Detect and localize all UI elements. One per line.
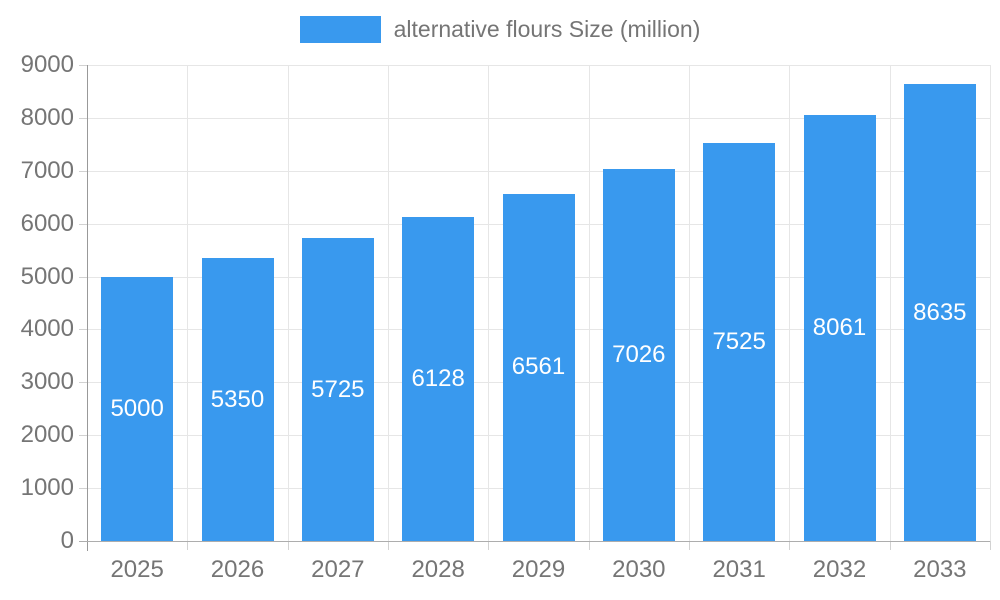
x-gridline bbox=[588, 65, 590, 541]
y-axis-line bbox=[87, 65, 88, 551]
bar-value-label: 7026 bbox=[612, 341, 666, 369]
bar: 6128 bbox=[402, 216, 475, 541]
bar: 8061 bbox=[803, 114, 876, 541]
x-tick bbox=[187, 541, 189, 550]
legend-swatch bbox=[299, 16, 381, 43]
bar: 7026 bbox=[602, 169, 675, 541]
bar-value-label: 6128 bbox=[411, 364, 465, 392]
y-tick bbox=[79, 117, 87, 119]
bar: 5000 bbox=[101, 276, 174, 541]
y-tick-label: 9000 bbox=[20, 50, 74, 78]
x-gridline bbox=[388, 65, 389, 541]
x-tick-label: 2025 bbox=[110, 556, 164, 583]
bar-value-label: 8061 bbox=[812, 313, 867, 341]
x-gridline bbox=[889, 65, 891, 541]
x-gridline bbox=[488, 65, 490, 541]
y-tick-label: 6000 bbox=[20, 209, 74, 237]
y-tick bbox=[79, 435, 87, 437]
legend-label: alternative flours Size (million) bbox=[393, 16, 701, 42]
y-gridline bbox=[87, 170, 990, 172]
legend-item[interactable]: alternative flours Size (million) bbox=[299, 16, 701, 43]
x-tick-label: 2031 bbox=[712, 556, 766, 583]
y-tick-label: 1000 bbox=[20, 473, 74, 501]
y-gridline bbox=[87, 65, 990, 66]
y-tick-label: 8000 bbox=[20, 103, 74, 131]
y-tick bbox=[79, 223, 87, 225]
x-tick bbox=[889, 541, 891, 550]
x-gridline bbox=[689, 65, 690, 541]
x-tick bbox=[990, 541, 991, 550]
plot-area: 0 1000 2000 3000 4000 5000 6000 7000 8000 9000 202… bbox=[21, 51, 991, 583]
x-gridline bbox=[990, 65, 991, 541]
x-tick bbox=[588, 541, 590, 550]
x-gridline bbox=[287, 65, 289, 541]
y-tick bbox=[79, 276, 87, 278]
y-tick bbox=[79, 65, 87, 66]
bar-value-label: 5725 bbox=[311, 375, 365, 403]
bar: 5350 bbox=[201, 258, 274, 541]
x-tick-label: 2032 bbox=[812, 556, 867, 583]
y-tick-label: 2000 bbox=[20, 421, 74, 449]
x-tick-label: 2028 bbox=[411, 556, 465, 583]
x-tick-label: 2033 bbox=[913, 556, 967, 583]
bar-value-label: 5000 bbox=[110, 394, 164, 422]
x-tick bbox=[388, 541, 389, 550]
y-gridline bbox=[87, 117, 990, 119]
y-tick bbox=[79, 170, 87, 172]
x-tick bbox=[789, 541, 791, 550]
x-tick-label: 2027 bbox=[311, 556, 365, 583]
x-tick bbox=[287, 541, 289, 550]
y-tick-label: 0 bbox=[60, 526, 74, 554]
x-tick-label: 2029 bbox=[511, 556, 566, 583]
x-axis-line bbox=[79, 541, 990, 542]
x-tick bbox=[689, 541, 690, 550]
x-gridline bbox=[789, 65, 791, 541]
y-tick-label: 7000 bbox=[20, 156, 74, 184]
bar-value-label: 5350 bbox=[210, 385, 265, 413]
bar: 6561 bbox=[502, 193, 575, 541]
bar-value-label: 8635 bbox=[913, 298, 967, 326]
y-tick-label: 5000 bbox=[20, 262, 74, 290]
bar: 8635 bbox=[903, 84, 976, 541]
x-tick-label: 2026 bbox=[210, 556, 265, 583]
y-tick-label: 4000 bbox=[20, 315, 74, 343]
bar: 5725 bbox=[301, 238, 374, 541]
x-tick-label: 2030 bbox=[612, 556, 666, 583]
y-tick bbox=[79, 382, 87, 384]
y-tick bbox=[79, 329, 87, 331]
y-tick-label: 3000 bbox=[20, 368, 74, 396]
legend: alternative flours Size (million) bbox=[0, 16, 1000, 43]
y-tick bbox=[79, 488, 87, 490]
x-gridline bbox=[187, 65, 189, 541]
x-tick bbox=[488, 541, 490, 550]
bar-value-label: 7525 bbox=[712, 327, 766, 355]
bar: 7525 bbox=[703, 143, 776, 541]
bar-value-label: 6561 bbox=[511, 353, 566, 381]
